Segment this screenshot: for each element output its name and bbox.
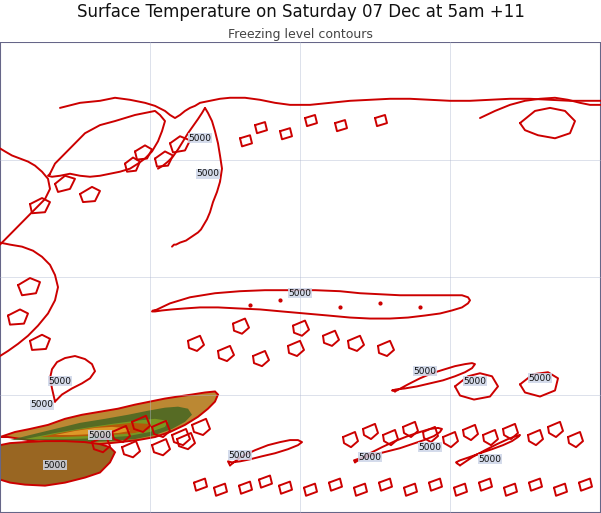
- Text: 5000: 5000: [478, 455, 501, 464]
- Polygon shape: [10, 407, 192, 442]
- Text: 5000: 5000: [31, 400, 53, 409]
- Text: 5000: 5000: [463, 377, 486, 386]
- Polygon shape: [25, 419, 168, 439]
- Text: 5000: 5000: [49, 377, 72, 386]
- Text: 5000: 5000: [528, 374, 552, 383]
- Polygon shape: [55, 427, 130, 435]
- Text: Freezing level contours: Freezing level contours: [228, 28, 373, 41]
- Text: 5000: 5000: [189, 134, 212, 143]
- Polygon shape: [0, 441, 115, 486]
- Text: Surface Temperature on Saturday 07 Dec at 5am +11: Surface Temperature on Saturday 07 Dec a…: [76, 3, 525, 21]
- Polygon shape: [0, 391, 218, 445]
- Text: 5000: 5000: [359, 453, 382, 462]
- Text: 5000: 5000: [228, 451, 251, 460]
- Text: 5000: 5000: [288, 289, 311, 298]
- Text: 5000: 5000: [413, 367, 436, 376]
- Polygon shape: [40, 423, 150, 437]
- Text: 5000: 5000: [418, 443, 442, 451]
- Text: 5000: 5000: [43, 461, 67, 470]
- Text: 5000: 5000: [197, 169, 219, 178]
- Text: 5000: 5000: [88, 430, 112, 440]
